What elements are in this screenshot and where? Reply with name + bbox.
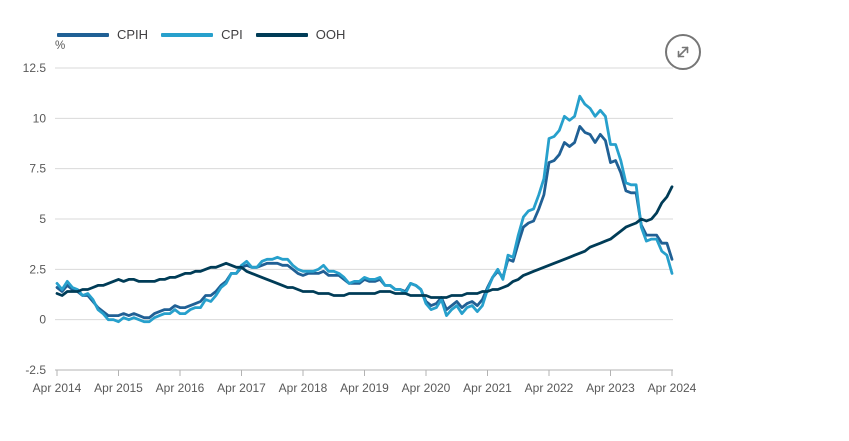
legend-item-cpih: CPIH xyxy=(57,27,148,42)
x-tick-label: Apr 2021 xyxy=(463,381,512,395)
legend-swatch-cpih xyxy=(57,32,109,37)
legend-label: CPIH xyxy=(117,27,149,42)
legend-swatch-ooh xyxy=(255,32,308,37)
series-line-cpi xyxy=(55,94,674,324)
chart-legend: CPIH CPI OOH xyxy=(57,27,358,42)
legend-label: OOH xyxy=(315,27,346,42)
x-tick-label: Apr 2017 xyxy=(217,381,266,395)
y-tick-label: 10 xyxy=(33,111,47,125)
legend-label: CPI xyxy=(221,27,243,42)
x-tick-label: Apr 2020 xyxy=(402,381,451,395)
y-tick-label: 2.5 xyxy=(29,262,46,276)
x-tick-label: Apr 2018 xyxy=(279,381,328,395)
expand-diagonal-arrow-icon xyxy=(677,46,689,58)
y-tick-label: 0 xyxy=(39,313,46,327)
legend-item-cpi: CPI xyxy=(161,27,243,42)
series-line-cpih xyxy=(55,125,674,320)
y-tick-label: -2.5 xyxy=(25,363,46,377)
legend-swatch-cpi xyxy=(161,32,214,37)
legend-item-ooh: OOH xyxy=(255,27,346,42)
y-tick-label: 7.5 xyxy=(29,162,46,176)
x-tick-label: Apr 2014 xyxy=(33,381,82,395)
x-tick-label: Apr 2019 xyxy=(340,381,389,395)
x-tick-label: Apr 2024 xyxy=(648,381,697,395)
x-tick-label: Apr 2016 xyxy=(156,381,205,395)
x-tick-label: Apr 2023 xyxy=(586,381,635,395)
expand-chart-button[interactable] xyxy=(665,34,701,70)
y-tick-label: 5 xyxy=(39,212,46,226)
y-axis-unit-label: % xyxy=(55,40,66,52)
x-tick-label: Apr 2015 xyxy=(94,381,143,395)
series-line-ooh xyxy=(55,185,674,299)
y-tick-label: 12.5 xyxy=(23,61,47,75)
x-tick-label: Apr 2022 xyxy=(525,381,574,395)
